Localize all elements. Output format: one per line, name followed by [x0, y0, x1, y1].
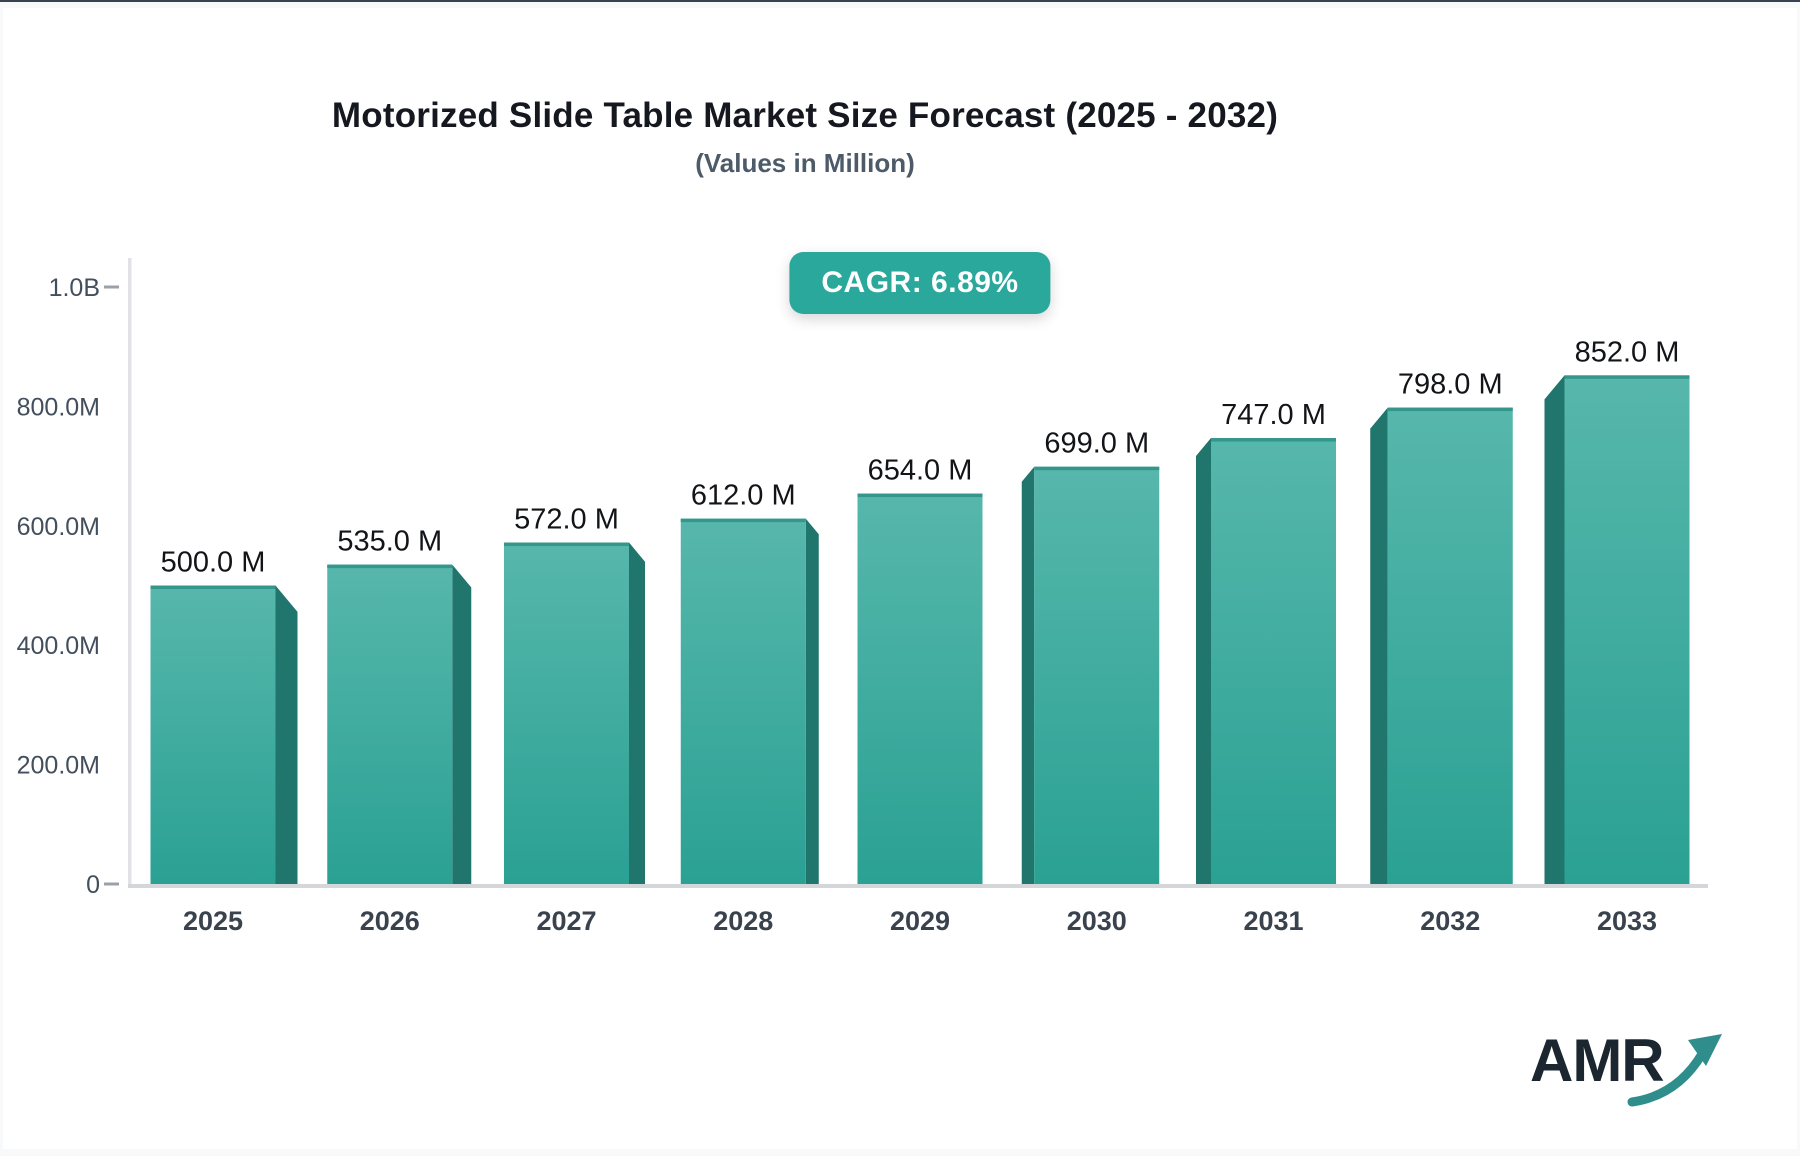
bar-value-label: 654.0 M: [868, 455, 973, 487]
x-axis-label: 2031: [1243, 906, 1303, 936]
bar: [1564, 375, 1690, 884]
bar: [1034, 466, 1160, 884]
logo-text: AMR: [1530, 1027, 1665, 1094]
y-axis-label: 800.0M: [17, 393, 100, 421]
x-axis-label: 2032: [1420, 906, 1480, 936]
bar-side-face: [805, 518, 819, 884]
y-axis-line: [128, 258, 132, 886]
bar-top-edge: [150, 585, 276, 589]
bar-top-edge: [504, 542, 629, 547]
bar-side-face: [1544, 375, 1565, 884]
bar-top-edge: [1034, 466, 1160, 471]
growth-arrow-icon: [1627, 1034, 1722, 1107]
y-axis-label: 0: [86, 871, 100, 899]
bar-value-label: 699.0 M: [1044, 428, 1149, 460]
bar-value-label: 535.0 M: [337, 526, 442, 558]
bar: [504, 542, 629, 884]
chart-subtitle: (Values in Million): [695, 148, 915, 178]
x-axis-label: 2027: [536, 906, 596, 936]
bar-top-edge: [680, 518, 806, 523]
bar: [680, 518, 806, 884]
x-axis-line: [128, 884, 1708, 888]
bar-value-label: 852.0 M: [1575, 336, 1680, 368]
bar: [1387, 407, 1513, 884]
bar-value-label: 798.0 M: [1398, 369, 1503, 401]
amr-logo: AMR: [1530, 1026, 1730, 1116]
bar-side-face: [452, 564, 472, 884]
y-axis-label: 400.0M: [17, 632, 100, 660]
bar: [857, 493, 983, 884]
cagr-badge: CAGR: 6.89%: [789, 252, 1051, 314]
bar: [1211, 438, 1336, 884]
bar-value-label: 612.0 M: [691, 480, 796, 512]
y-axis-label: 600.0M: [17, 513, 100, 541]
x-axis-label: 2028: [713, 906, 773, 936]
bar-side-face: [629, 542, 645, 884]
bar-top-edge: [1211, 438, 1336, 442]
x-axis-label: 2030: [1067, 906, 1127, 936]
y-axis-tick: [104, 285, 119, 289]
bar-top-edge: [1387, 407, 1513, 412]
y-axis-label: 1.0B: [49, 274, 100, 302]
bar: [150, 585, 276, 884]
y-axis-label: 200.0M: [17, 752, 100, 780]
bar-side-face: [1370, 407, 1388, 884]
x-axis-label: 2033: [1597, 906, 1657, 936]
bar-top-edge: [1564, 375, 1690, 379]
x-axis-label: 2025: [183, 906, 243, 936]
bar-top-edge: [857, 493, 983, 498]
y-axis-tick: [104, 882, 119, 886]
bar-top-edge: [327, 564, 453, 569]
bar: [327, 564, 453, 884]
frame-top-border: [0, 0, 1800, 2]
bar-side-face: [275, 585, 298, 884]
chart-title: Motorized Slide Table Market Size Foreca…: [331, 96, 1279, 135]
bar-side-face: [1021, 466, 1035, 884]
bar-side-face: [1196, 438, 1211, 884]
bar-value-label: 500.0 M: [161, 547, 266, 579]
bar-value-label: 572.0 M: [514, 504, 619, 536]
bar-value-label: 747.0 M: [1221, 399, 1326, 431]
x-axis-label: 2029: [890, 906, 950, 936]
x-axis-label: 2026: [360, 906, 420, 936]
